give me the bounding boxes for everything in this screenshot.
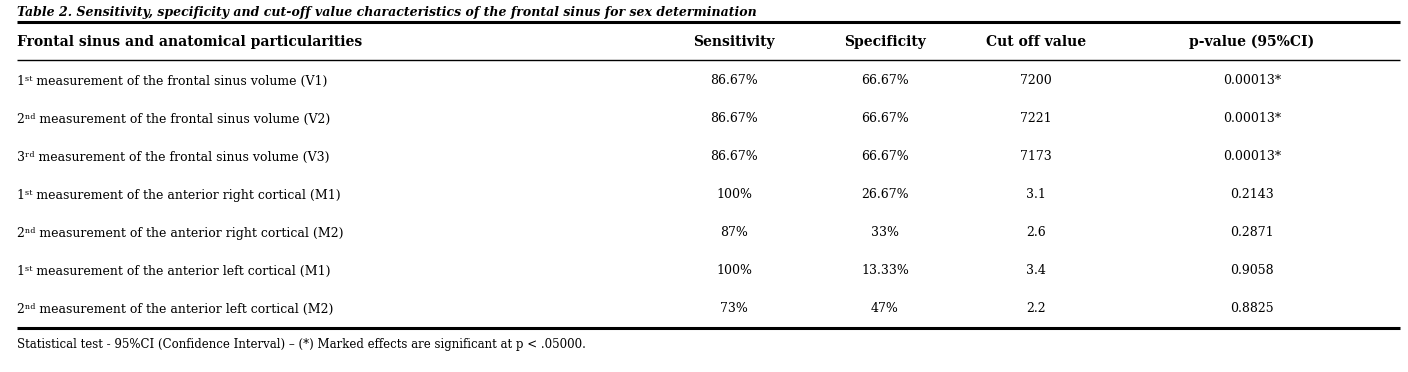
Text: 87%: 87% [721,227,748,240]
Text: 3.4: 3.4 [1026,264,1046,278]
Text: 66.67%: 66.67% [862,112,908,125]
Text: 0.9058: 0.9058 [1231,264,1273,278]
Text: 66.67%: 66.67% [862,151,908,164]
Text: 0.2143: 0.2143 [1229,189,1274,202]
Text: 7200: 7200 [1021,74,1052,87]
Text: 3ʳᵈ measurement of the frontal sinus volume (V3): 3ʳᵈ measurement of the frontal sinus vol… [17,151,329,164]
Text: 0.00013*: 0.00013* [1222,151,1281,164]
Text: 86.67%: 86.67% [711,112,758,125]
Text: 100%: 100% [717,264,752,278]
Text: 0.00013*: 0.00013* [1222,112,1281,125]
Text: 7221: 7221 [1021,112,1052,125]
Text: 66.67%: 66.67% [862,74,908,87]
Text: 3.1: 3.1 [1026,189,1046,202]
Text: 26.67%: 26.67% [862,189,908,202]
Text: 1ˢᵗ measurement of the anterior right cortical (M1): 1ˢᵗ measurement of the anterior right co… [17,189,341,202]
Text: 47%: 47% [872,302,898,315]
Text: Cut off value: Cut off value [986,35,1087,49]
Text: 73%: 73% [721,302,748,315]
Text: Table 2. Sensitivity, specificity and cut-off value characteristics of the front: Table 2. Sensitivity, specificity and cu… [17,6,756,19]
Text: Frontal sinus and anatomical particularities: Frontal sinus and anatomical particulari… [17,35,362,49]
Text: 2.6: 2.6 [1026,227,1046,240]
Text: 86.67%: 86.67% [711,74,758,87]
Text: 1ˢᵗ measurement of the anterior left cortical (M1): 1ˢᵗ measurement of the anterior left cor… [17,264,331,278]
Text: 1ˢᵗ measurement of the frontal sinus volume (V1): 1ˢᵗ measurement of the frontal sinus vol… [17,74,327,87]
Text: 100%: 100% [717,189,752,202]
Text: 7173: 7173 [1021,151,1052,164]
Text: p-value (95%CI): p-value (95%CI) [1190,35,1314,49]
Text: Specificity: Specificity [843,35,926,49]
Text: Sensitivity: Sensitivity [694,35,774,49]
Text: Statistical test - 95%CI (Confidence Interval) – (*) Marked effects are signific: Statistical test - 95%CI (Confidence Int… [17,338,586,351]
Text: 0.8825: 0.8825 [1231,302,1273,315]
Text: 0.2871: 0.2871 [1231,227,1273,240]
Text: 2ⁿᵈ measurement of the anterior right cortical (M2): 2ⁿᵈ measurement of the anterior right co… [17,227,344,240]
Text: 2.2: 2.2 [1026,302,1046,315]
Text: 86.67%: 86.67% [711,151,758,164]
Text: 13.33%: 13.33% [860,264,910,278]
Text: 2ⁿᵈ measurement of the anterior left cortical (M2): 2ⁿᵈ measurement of the anterior left cor… [17,302,334,315]
Text: 0.00013*: 0.00013* [1222,74,1281,87]
Text: 33%: 33% [872,227,898,240]
Text: 2ⁿᵈ measurement of the frontal sinus volume (V2): 2ⁿᵈ measurement of the frontal sinus vol… [17,112,329,125]
